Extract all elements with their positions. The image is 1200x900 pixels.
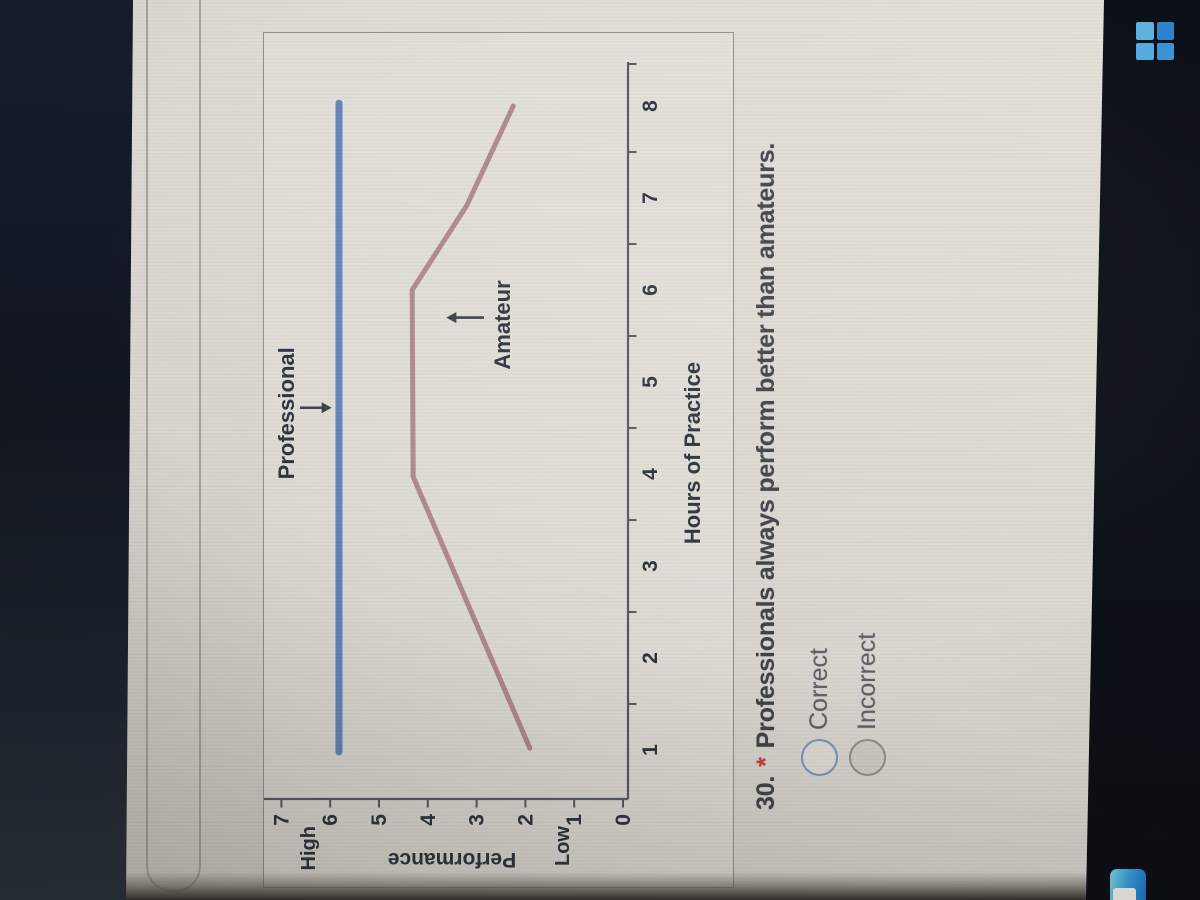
question-block: 30. * Professionals always perform better… bbox=[752, 30, 781, 810]
monitor-bezel-left bbox=[0, 0, 133, 900]
y-tick-label: 6 bbox=[319, 814, 342, 826]
y-tick-label: 5 bbox=[368, 814, 391, 826]
annotation-arrow-head bbox=[446, 312, 457, 324]
screen-bottom-edge-shadow bbox=[110, 872, 1095, 900]
radio-button-correct[interactable] bbox=[800, 739, 838, 776]
radio-button-incorrect[interactable] bbox=[848, 739, 886, 776]
y-axis-end-label: High bbox=[298, 826, 320, 870]
radio-label-correct: Correct bbox=[804, 648, 833, 730]
x-tick-label: 5 bbox=[639, 376, 662, 388]
annotation-arrow-head bbox=[321, 402, 332, 414]
x-tick-label: 8 bbox=[639, 100, 662, 112]
y-tick-label: 3 bbox=[466, 814, 489, 826]
x-tick-label: 4 bbox=[639, 468, 662, 480]
y-tick-label: 0 bbox=[612, 814, 635, 826]
question-number: 30. bbox=[752, 775, 780, 810]
radio-label-incorrect: Incorrect bbox=[852, 632, 881, 730]
x-tick-label: 2 bbox=[639, 652, 662, 664]
y-tick-label: 7 bbox=[270, 814, 293, 826]
y-axis-end-label: Low bbox=[552, 826, 574, 866]
taskbar-app-icon[interactable] bbox=[1110, 869, 1146, 900]
x-tick-label: 1 bbox=[639, 744, 662, 756]
x-tick-label: 6 bbox=[639, 284, 662, 296]
y-axis-title: Performance bbox=[388, 848, 516, 871]
annotation-professional: Professional bbox=[274, 347, 299, 479]
x-axis-title: Hours of Practice bbox=[680, 362, 705, 544]
x-tick-label: 7 bbox=[639, 192, 662, 204]
y-tick-label: 4 bbox=[417, 814, 440, 826]
windows-start-icon[interactable] bbox=[1136, 22, 1174, 60]
required-asterisk: * bbox=[752, 757, 780, 767]
radio-option-incorrect[interactable]: Incorrect bbox=[848, 633, 886, 776]
annotation-amateur: Amateur bbox=[490, 280, 515, 370]
taskbar-strip bbox=[1086, 0, 1200, 900]
question-text: Professionals always perform better than… bbox=[752, 142, 780, 749]
x-tick-label: 3 bbox=[639, 560, 662, 572]
y-tick-label: 2 bbox=[514, 814, 537, 826]
y-tick-label: 1 bbox=[563, 814, 586, 826]
radio-option-correct[interactable]: Correct bbox=[800, 648, 838, 776]
series-line-amateur bbox=[409, 103, 533, 751]
